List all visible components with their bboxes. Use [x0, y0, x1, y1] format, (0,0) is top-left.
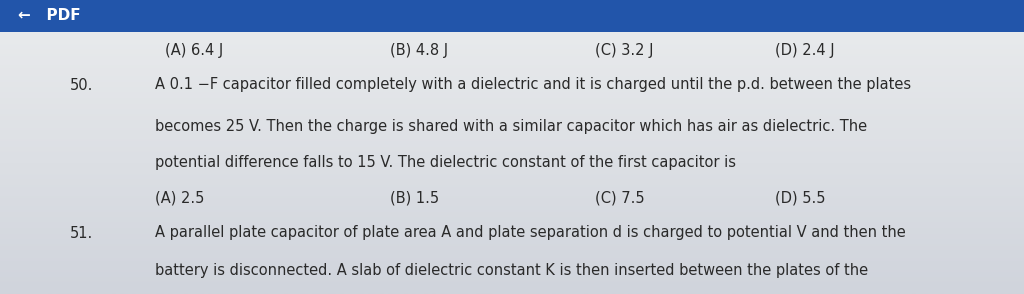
Bar: [0, 0, 1024, 32]
Text: (B) 4.8 J: (B) 4.8 J: [390, 43, 449, 58]
Text: (A) 6.4 J: (A) 6.4 J: [165, 43, 223, 58]
Text: (B) 1.5: (B) 1.5: [390, 191, 439, 206]
Text: 51.: 51.: [70, 225, 93, 240]
Text: (D) 2.4 J: (D) 2.4 J: [775, 43, 835, 58]
Text: (D) 5.5: (D) 5.5: [775, 191, 825, 206]
Text: (A) 2.5: (A) 2.5: [155, 191, 205, 206]
Text: A parallel plate capacitor of plate area A and plate separation d is charged to : A parallel plate capacitor of plate area…: [155, 225, 906, 240]
Text: (C) 7.5: (C) 7.5: [595, 191, 645, 206]
Text: 50.: 50.: [70, 78, 93, 93]
Text: (C) 3.2 J: (C) 3.2 J: [595, 43, 653, 58]
Text: A 0.1 −F capacitor filled completely with a dielectric and it is charged until t: A 0.1 −F capacitor filled completely wit…: [155, 78, 911, 93]
Text: becomes 25 V. Then the charge is shared with a similar capacitor which has air a: becomes 25 V. Then the charge is shared …: [155, 118, 867, 133]
Text: ←   PDF: ← PDF: [18, 9, 81, 24]
Text: battery is disconnected. A slab of dielectric constant K is then inserted betwee: battery is disconnected. A slab of diele…: [155, 263, 868, 278]
Text: potential difference falls to 15 V. The dielectric constant of the first capacit: potential difference falls to 15 V. The …: [155, 156, 736, 171]
